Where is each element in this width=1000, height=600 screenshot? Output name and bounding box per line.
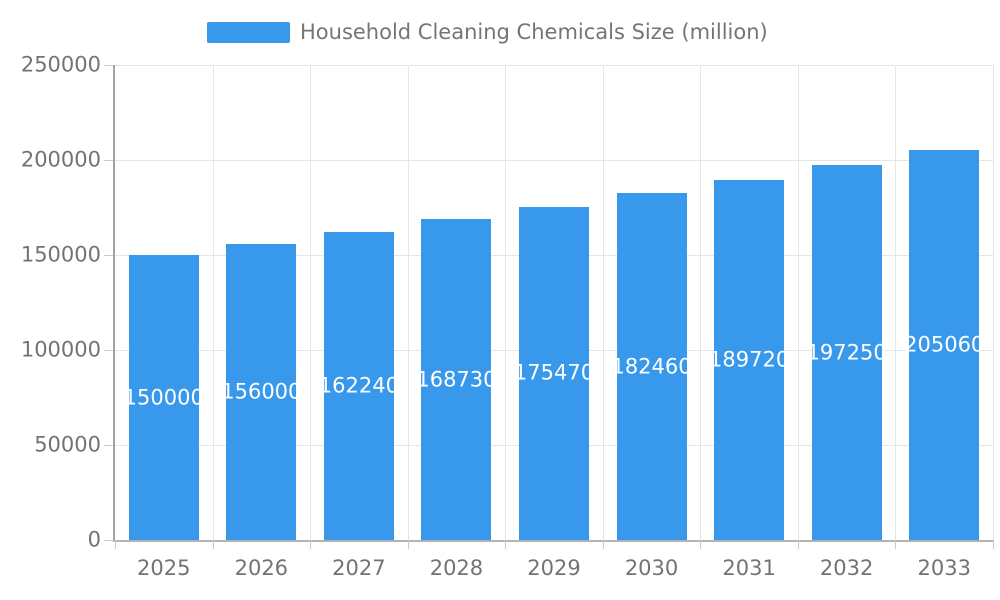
x-axis-tick-label: 2027 <box>332 556 386 580</box>
bar[interactable]: 150000 <box>124 255 204 540</box>
x-axis-tick <box>115 540 116 549</box>
y-axis-line <box>113 65 115 540</box>
y-axis-tick-label: 0 <box>87 527 101 552</box>
bar[interactable]: 162240 <box>319 231 399 540</box>
x-axis-tick <box>505 540 507 549</box>
bar[interactable]: 156000 <box>221 243 301 540</box>
gridline-vertical <box>895 65 897 540</box>
bar[interactable]: 182460 <box>611 193 692 540</box>
y-axis-tick-label: 250000 <box>20 52 101 77</box>
x-axis-tick-label: 2033 <box>917 556 971 580</box>
x-axis-tick-label: 2026 <box>234 556 289 580</box>
x-axis-tick-label: 2028 <box>429 556 484 580</box>
x-axis-tick <box>993 540 994 549</box>
gridline-vertical <box>310 65 312 540</box>
bar[interactable]: 175470 <box>514 206 594 540</box>
bar-value-label: 150000 <box>123 385 204 409</box>
gridline-vertical <box>505 65 507 540</box>
x-axis-tick-label: 2030 <box>624 556 679 580</box>
bar[interactable]: 205060 <box>904 150 984 540</box>
gridline-vertical <box>602 65 604 540</box>
chart-legend[interactable]: Household Cleaning Chemicals Size (milli… <box>207 20 768 44</box>
y-axis-tick-label: 150000 <box>20 242 101 267</box>
bar-value-label: 175470 <box>513 360 595 385</box>
bar-value-label: 168730 <box>416 367 497 392</box>
x-axis-tick <box>602 540 604 549</box>
bar[interactable]: 168730 <box>416 219 497 540</box>
gridline-horizontal <box>115 160 993 161</box>
y-axis-tick <box>104 255 113 256</box>
plot-area: 0 50000 100000 150000 200000 250000 150000 2025… <box>21 54 994 580</box>
y-axis-tick <box>104 445 113 446</box>
y-axis-tick-label: 200000 <box>20 147 101 172</box>
y-axis-tick <box>104 65 113 66</box>
y-axis-tick <box>104 540 113 541</box>
gridline-vertical <box>993 65 994 540</box>
x-axis-tick <box>797 540 799 549</box>
bar-value-label: 182460 <box>611 354 692 379</box>
bar-value-label: 197250 <box>806 340 887 365</box>
x-axis-tick-label: 2025 <box>137 556 191 580</box>
bar-value-label: 162240 <box>318 373 399 398</box>
gridline-vertical <box>407 65 409 540</box>
y-axis-tick <box>104 350 113 351</box>
x-axis-tick <box>310 540 312 549</box>
gridline-vertical <box>212 65 214 540</box>
x-axis-tick <box>407 540 409 549</box>
gridline-vertical <box>797 65 799 540</box>
y-axis-tick <box>104 160 113 161</box>
bar-value-label: 205060 <box>904 332 985 357</box>
bar-value-label: 189720 <box>709 347 790 372</box>
bar[interactable]: 197250 <box>807 165 887 540</box>
legend-swatch <box>207 21 290 43</box>
y-axis-tick-label: 50000 <box>34 432 101 457</box>
gridline-horizontal <box>115 65 993 66</box>
x-axis-line <box>113 540 993 542</box>
x-axis-tick <box>212 540 214 549</box>
x-axis-tick-label: 2032 <box>819 556 874 580</box>
legend-label: Household Cleaning Chemicals Size (milli… <box>300 20 768 44</box>
bar-value-label: 156000 <box>221 379 302 404</box>
y-axis-tick-label: 100000 <box>20 337 101 362</box>
gridline-vertical <box>700 65 702 540</box>
x-axis-tick <box>895 540 897 549</box>
x-axis-tick-label: 2029 <box>527 556 581 580</box>
x-axis-tick <box>700 540 702 549</box>
x-axis-tick-label: 2031 <box>722 556 776 580</box>
bar[interactable]: 189720 <box>709 179 789 540</box>
